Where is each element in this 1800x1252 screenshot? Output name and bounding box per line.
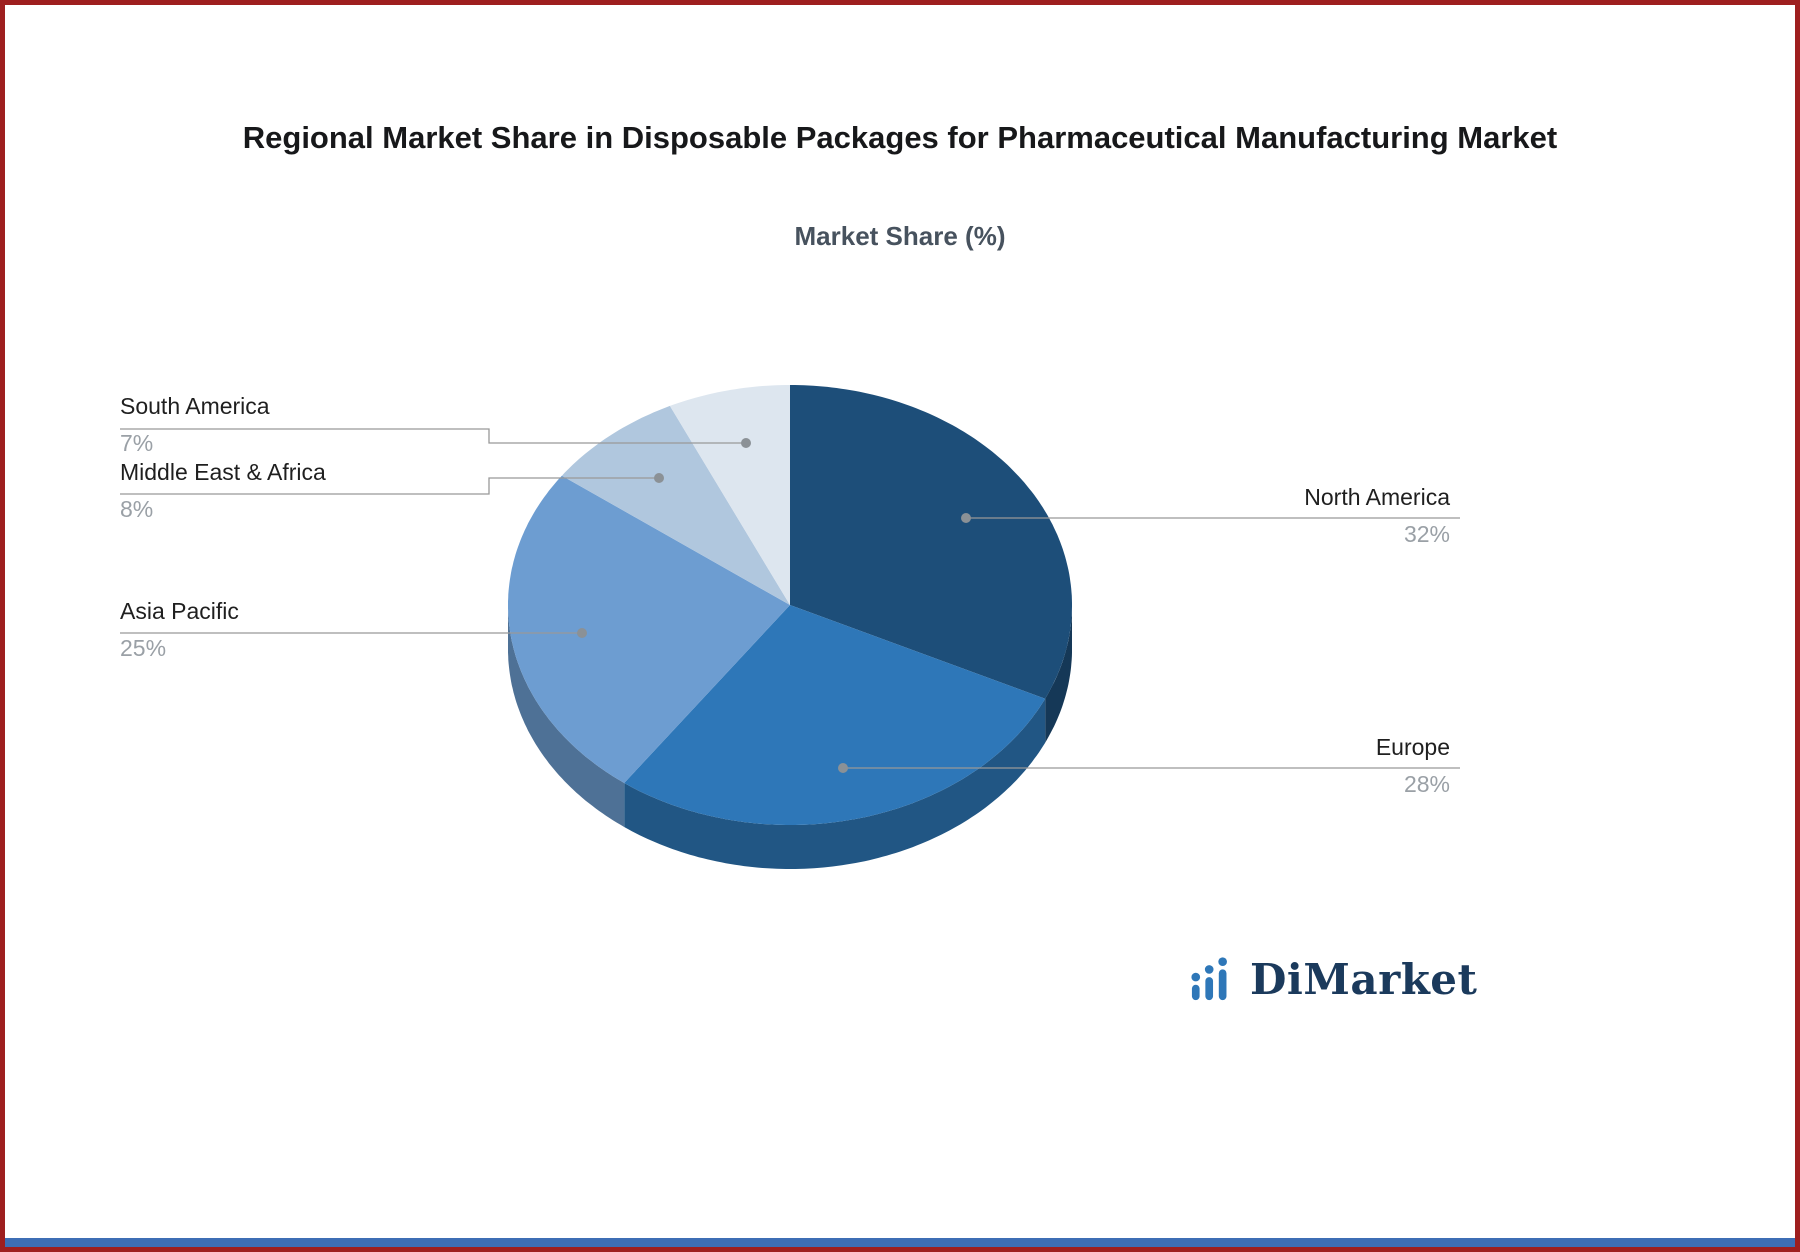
leader-line-south-america — [120, 428, 746, 444]
pie-slice-side-asia-pacific — [508, 605, 625, 827]
slice-percent-europe: 28% — [1403, 771, 1450, 797]
pie-slice-side-europe — [624, 698, 1046, 869]
slice-percent-middle-east-africa: 8% — [120, 496, 154, 522]
bar-chart-icon — [1191, 957, 1227, 1001]
slice-label-asia-pacific: Asia Pacific — [120, 598, 239, 624]
leader-dot-asia-pacific — [577, 628, 587, 638]
logo-text: DiMarket — [1250, 954, 1478, 1004]
slice-label-north-america: North America — [1304, 484, 1450, 510]
slice-percent-south-america: 7% — [120, 430, 154, 456]
chart-subtitle: Market Share (%) — [794, 221, 1006, 251]
footer-accent-bar — [5, 1238, 1795, 1247]
chart-title: Regional Market Share in Disposable Pack… — [5, 113, 1795, 162]
slice-label-middle-east-africa: Middle East & Africa — [120, 459, 326, 485]
pie-slice-asia-pacific[interactable] — [508, 475, 790, 783]
slice-percent-north-america: 32% — [1403, 521, 1450, 547]
slice-label-south-america: South America — [120, 393, 270, 419]
leader-dot-europe — [838, 763, 848, 773]
callout-middle-east-africa: Middle East & Africa 8% — [120, 459, 326, 523]
leader-dot-middle-east-africa — [654, 473, 664, 483]
pie-slice-middle-east-africa[interactable] — [561, 405, 790, 605]
slice-percent-asia-pacific: 25% — [120, 635, 167, 661]
pie-slice-north-america[interactable] — [790, 385, 1072, 699]
chart-title-text: Regional Market Share in Disposable Pack… — [242, 120, 1558, 155]
pie-slice-side-north-america — [1045, 605, 1072, 743]
callout-europe: Europe 28% — [1376, 734, 1450, 798]
pie-chart — [120, 385, 1460, 869]
pie-slice-south-america[interactable] — [669, 385, 790, 605]
leader-dot-north-america — [961, 513, 971, 523]
leader-dot-south-america — [741, 438, 751, 448]
callout-north-america: North America 32% — [1304, 484, 1450, 548]
leader-line-middle-east-africa — [120, 477, 659, 495]
pie-slice-europe[interactable] — [624, 605, 1046, 825]
slice-label-europe: Europe — [1375, 734, 1450, 760]
callout-asia-pacific: Asia Pacific 25% — [120, 598, 239, 662]
dimarket-logo: DiMarket — [1190, 953, 1477, 1005]
callout-south-america: South America 7% — [120, 393, 270, 457]
